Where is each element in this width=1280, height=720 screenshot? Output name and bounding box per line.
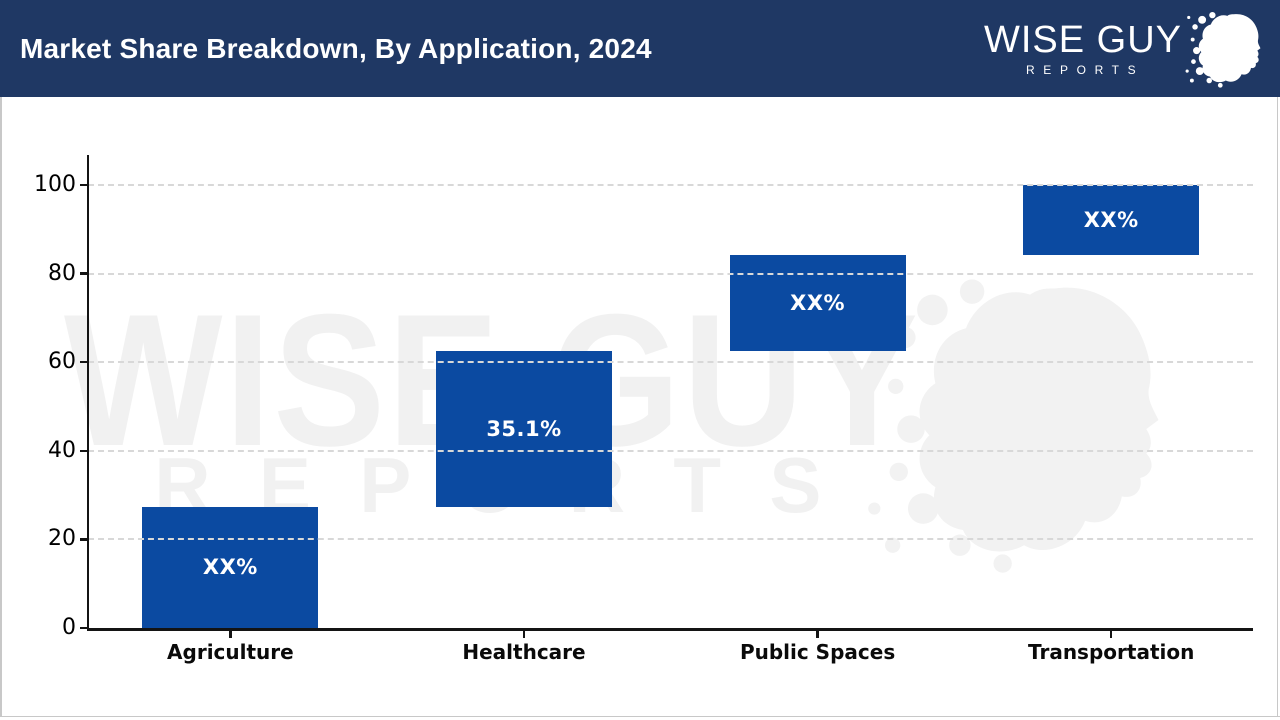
x-tick-label: Public Spaces — [739, 640, 896, 664]
y-tick-label: 40 — [48, 437, 76, 463]
y-tick-mark — [80, 183, 88, 187]
x-tick-mark — [816, 630, 819, 638]
bar-healthcare: 35.1% — [436, 351, 612, 507]
logo-subtitle: REPORTS — [1026, 62, 1145, 77]
bar-value-label: XX% — [202, 555, 258, 580]
gridline-100 — [88, 184, 1253, 186]
bar-value-label: XX% — [1083, 207, 1139, 232]
bar-transportation: XX% — [1023, 185, 1200, 255]
y-tick-mark — [80, 538, 88, 541]
y-tick-label: 100 — [34, 172, 76, 197]
bar-agriculture: XX% — [142, 506, 319, 628]
y-axis-spine — [86, 155, 89, 631]
page-title: Market Share Breakdown, By Application, … — [20, 32, 652, 64]
gridline-80 — [88, 272, 1253, 275]
x-tick-label: Transportation — [1028, 640, 1195, 664]
x-tick-mark — [229, 630, 232, 638]
gridline-20 — [88, 538, 1253, 541]
frame-bottom — [0, 715, 1280, 717]
wise-guy-logo: WISE GUY REPORTS — [984, 6, 1266, 92]
bar-value-label: XX% — [790, 291, 846, 316]
x-tick-label: Healthcare — [462, 640, 586, 664]
y-tick-mark — [80, 449, 88, 453]
header-bar: Market Share Breakdown, By Application, … — [0, 0, 1280, 97]
y-tick-label: 0 — [62, 615, 76, 640]
y-tick-mark — [80, 272, 88, 275]
frame-right — [1276, 97, 1278, 717]
y-tick-mark — [80, 360, 88, 364]
x-tick-mark — [1109, 630, 1113, 638]
wise-guy-head-icon — [1185, 11, 1261, 88]
y-tick-label: 60 — [48, 349, 76, 375]
x-tick-mark — [522, 630, 526, 638]
y-tick-mark — [80, 626, 88, 630]
gridline-40 — [88, 449, 1253, 452]
bar-value-label: 35.1% — [486, 416, 562, 441]
frame-left — [0, 97, 2, 717]
y-tick-label: 80 — [48, 260, 76, 286]
bar-public-spaces: XX% — [729, 254, 906, 352]
logo-wordmark: WISE GUY — [983, 18, 1182, 61]
y-tick-label: 20 — [48, 526, 76, 552]
x-axis-spine — [86, 628, 1253, 631]
gridline-60 — [88, 361, 1253, 364]
x-tick-label: Agriculture — [167, 640, 294, 664]
